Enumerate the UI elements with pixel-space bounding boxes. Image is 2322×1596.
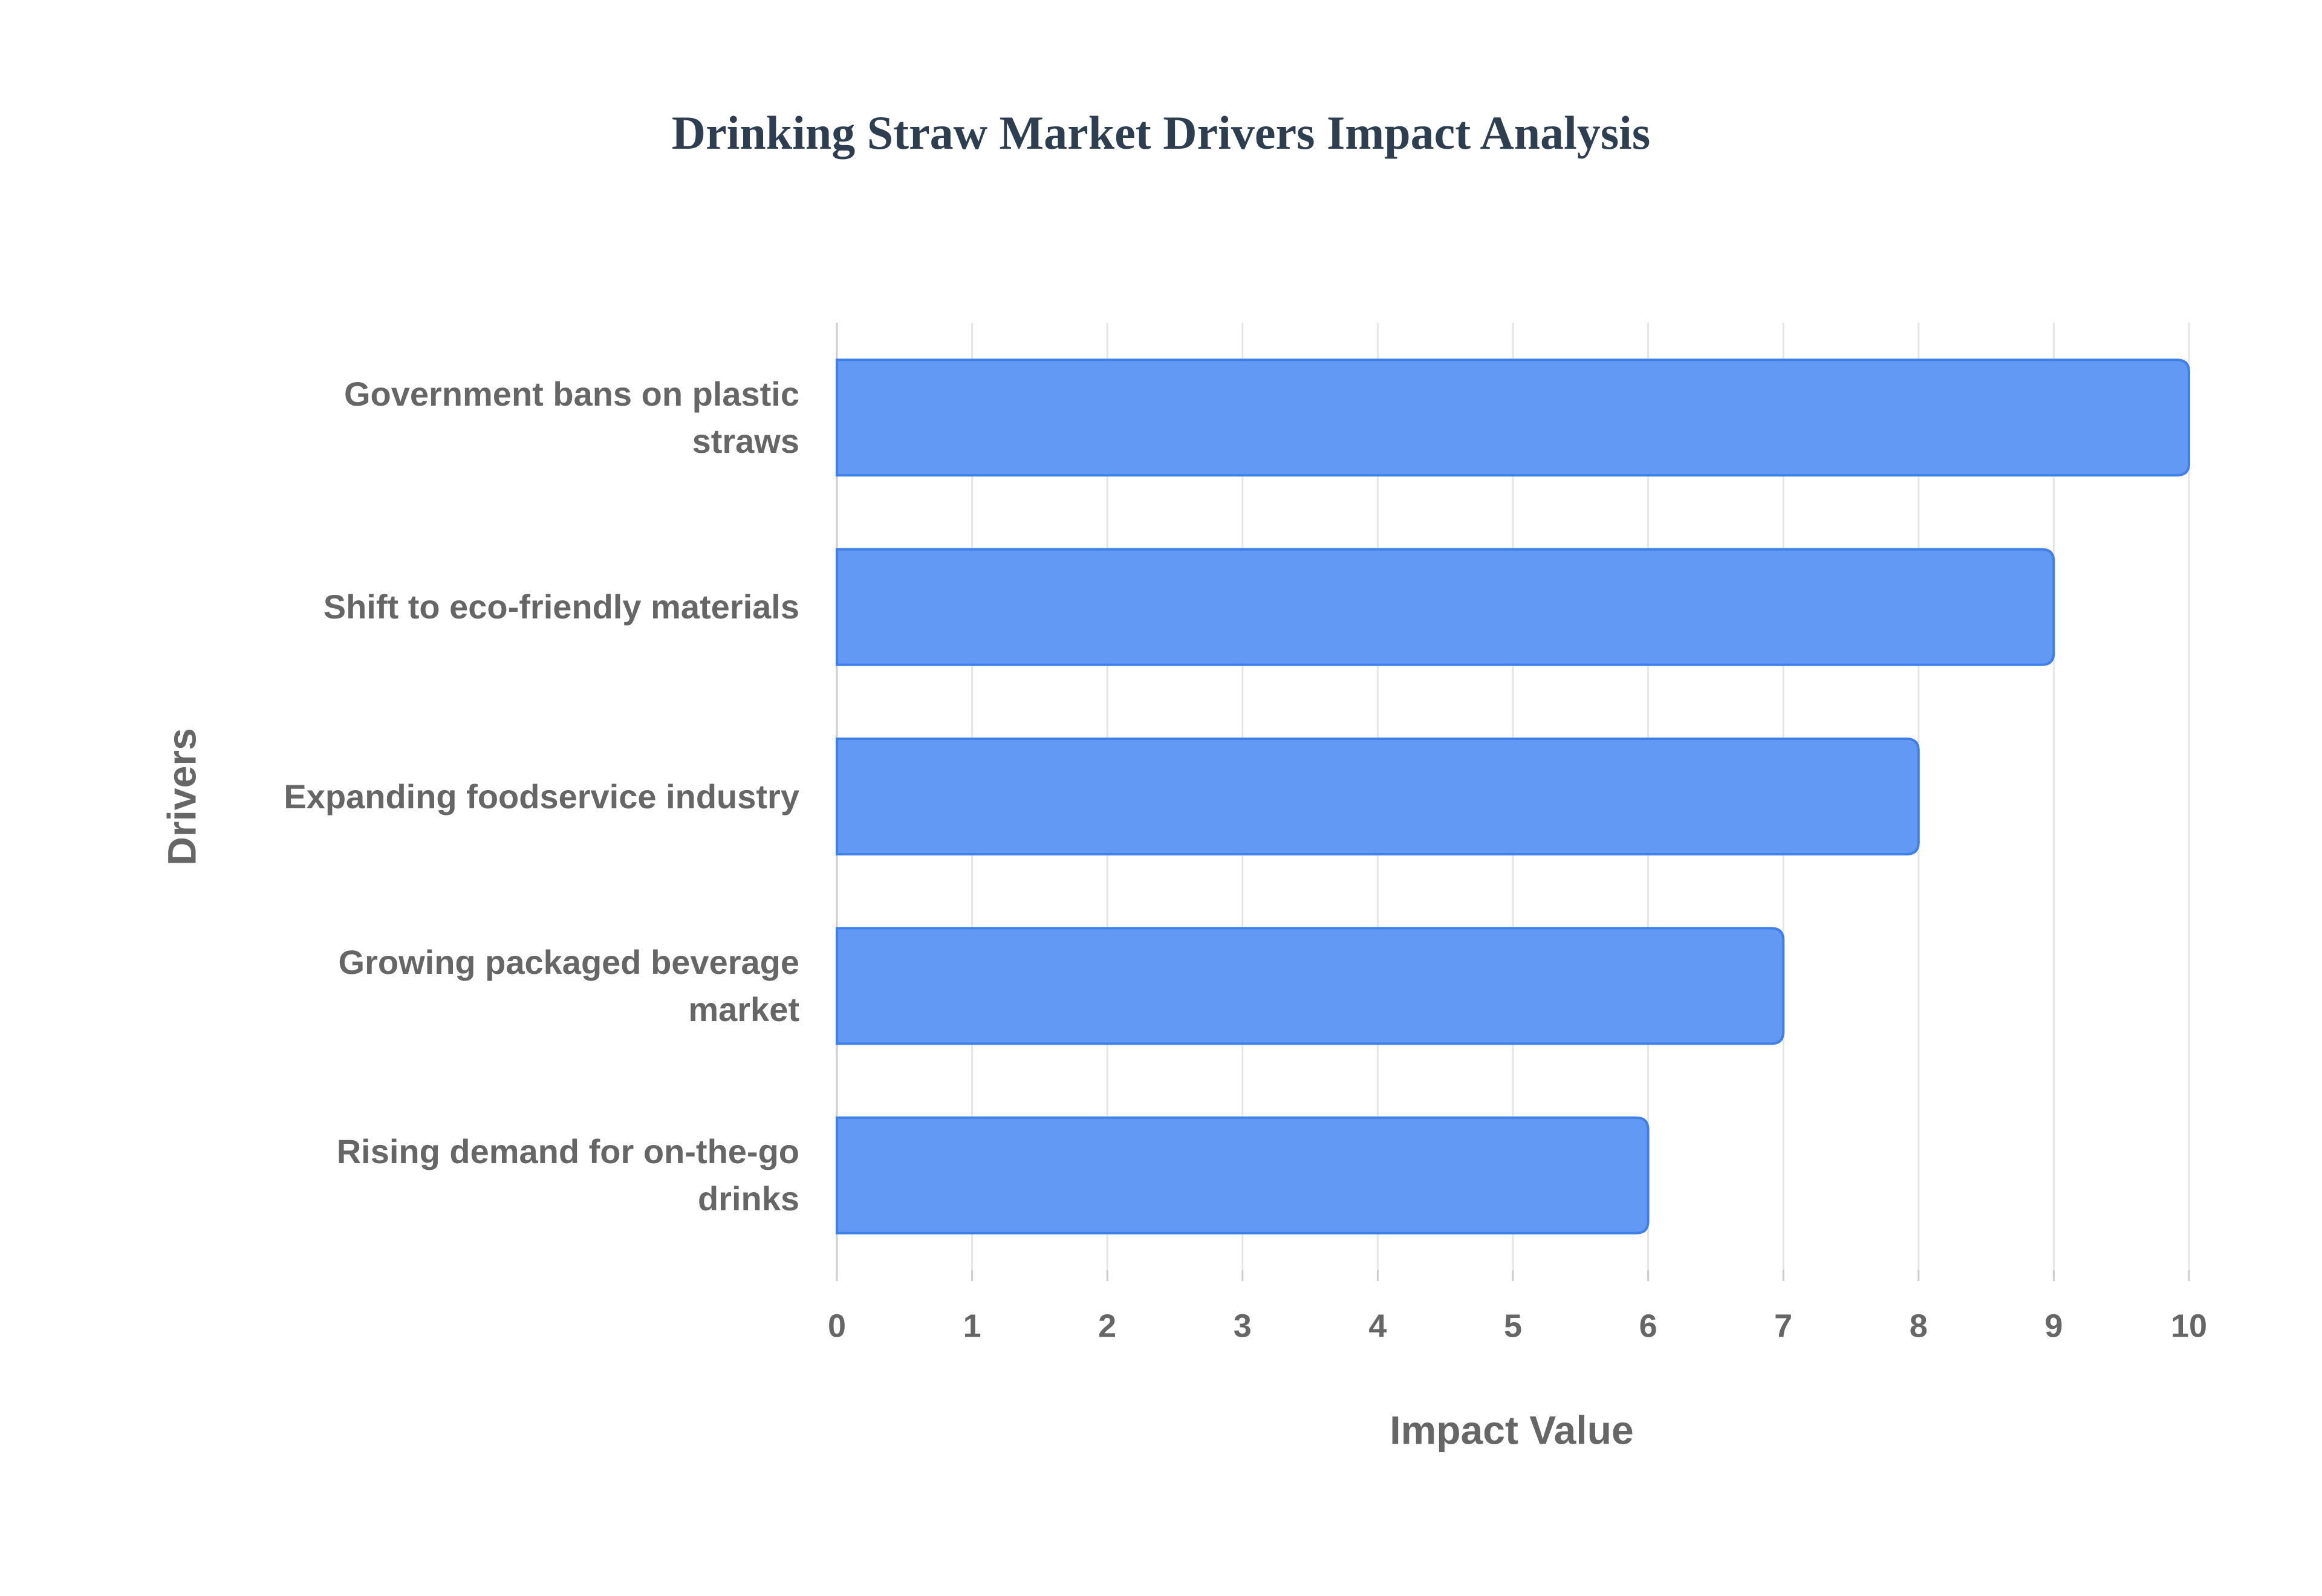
y-tick-label: Government bans on plastic straws (343, 374, 799, 460)
y-axis-title: Drivers (159, 728, 204, 866)
x-tick-label: 1 (963, 1308, 981, 1344)
x-axis-title: Impact Value (1390, 1407, 1634, 1452)
x-tick-label: 7 (1774, 1308, 1792, 1344)
bar (836, 358, 2190, 477)
x-tick-label: 5 (1504, 1308, 1522, 1344)
x-tick-label: 2 (1098, 1308, 1116, 1344)
y-tick-label: Rising demand for on-the-go drinks (336, 1132, 799, 1218)
bar (836, 548, 2055, 666)
x-tick-label: 0 (828, 1308, 846, 1344)
y-tick-label: Shift to eco-friendly materials (323, 588, 799, 626)
x-tick-label: 3 (1234, 1308, 1252, 1344)
chart-title: Drinking Straw Market Drivers Impact Ana… (672, 106, 1650, 159)
x-tick-label: 9 (2044, 1308, 2063, 1344)
x-tick-label: 4 (1368, 1308, 1387, 1344)
bar (836, 1116, 1650, 1234)
bar (836, 738, 1920, 855)
bar (836, 927, 1785, 1045)
x-tick-label: 10 (2171, 1308, 2207, 1344)
y-tick-label: Growing packaged beverage market (338, 942, 799, 1028)
x-tick-label: 6 (1639, 1308, 1657, 1344)
y-tick-label: Expanding foodservice industry (284, 777, 799, 816)
x-tick-label: 8 (1910, 1308, 1928, 1344)
